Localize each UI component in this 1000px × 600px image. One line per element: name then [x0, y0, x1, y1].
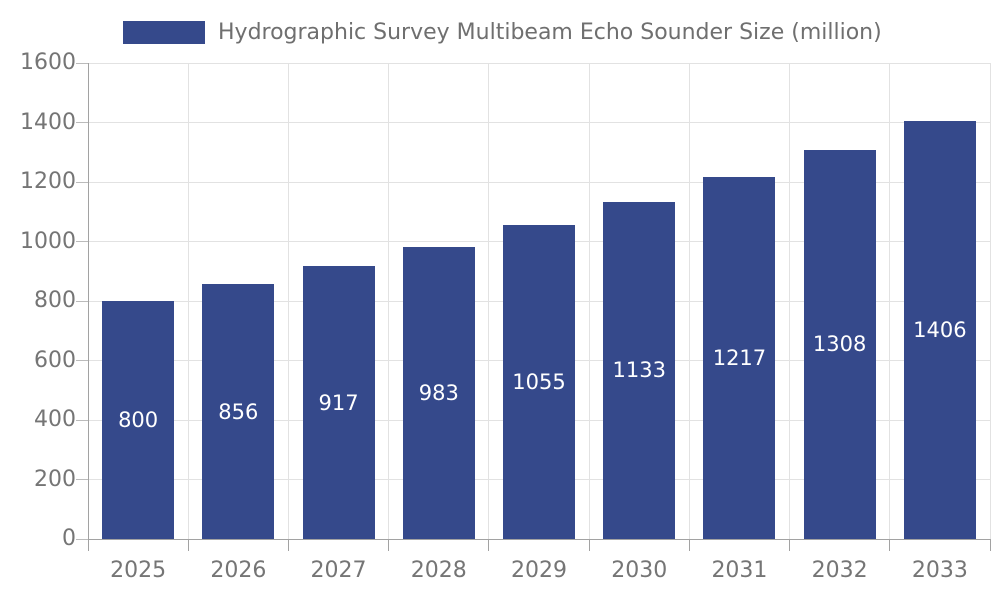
bar-value-label: 1133 — [612, 358, 666, 383]
gridline-horizontal — [88, 62, 990, 64]
x-axis-tick — [789, 539, 791, 551]
bar — [402, 246, 475, 539]
y-axis-tick-label: 600 — [34, 347, 76, 373]
y-axis-tick-label: 0 — [62, 526, 76, 551]
bar-value-label: 917 — [318, 390, 359, 415]
y-axis-tick-label: 400 — [34, 407, 76, 432]
bar-value-label: 1406 — [913, 317, 967, 342]
x-axis-line — [88, 538, 990, 540]
x-axis-tick — [688, 539, 690, 551]
x-axis-tick-label: 2032 — [811, 558, 868, 583]
gridline-vertical — [287, 63, 289, 539]
y-axis-tick-label: 1600 — [20, 50, 76, 75]
legend-label: Hydrographic Survey Multibeam Echo Sound… — [218, 20, 882, 45]
y-axis-tick — [76, 300, 88, 302]
x-axis-tick — [889, 539, 891, 551]
x-axis-tick — [187, 539, 189, 551]
x-axis-tick — [989, 539, 991, 551]
x-axis-tick-label: 2026 — [210, 558, 267, 583]
y-axis-tick-label: 1400 — [20, 109, 76, 135]
x-axis-tick-label: 2030 — [611, 558, 668, 583]
gridline-horizontal — [88, 122, 990, 123]
gridline-vertical — [588, 63, 590, 539]
x-axis-tick-label: 2033 — [911, 558, 968, 583]
gridline-vertical — [989, 63, 991, 539]
y-axis-tick — [76, 538, 88, 540]
x-axis-tick-label: 2027 — [310, 558, 367, 583]
bar-value-label: 856 — [218, 399, 259, 424]
gridline-vertical — [488, 63, 490, 539]
y-axis-tick-label: 1000 — [20, 228, 76, 254]
x-axis-tick — [588, 539, 590, 551]
gridline-vertical — [187, 63, 189, 539]
bar — [603, 201, 676, 539]
bar-value-label: 800 — [118, 408, 159, 432]
bar-value-label: 1308 — [812, 332, 867, 357]
x-axis-tick-label: 2031 — [711, 558, 768, 583]
x-axis-tick — [287, 539, 289, 551]
legend[interactable]: Hydrographic Survey Multibeam Echo Sound… — [123, 20, 882, 45]
legend-swatch — [123, 21, 205, 44]
bar — [803, 149, 876, 539]
y-axis-tick — [76, 181, 88, 183]
gridline-vertical — [889, 63, 891, 539]
gridline-vertical — [688, 63, 690, 539]
y-axis-line — [87, 63, 89, 539]
bar — [903, 120, 976, 539]
y-axis-tick — [76, 479, 88, 480]
bar — [202, 284, 275, 539]
gridline-horizontal — [88, 181, 990, 183]
bar — [703, 176, 776, 539]
y-axis-tick — [76, 241, 88, 242]
x-axis-tick — [388, 539, 390, 551]
bar-value-label: 1217 — [712, 345, 767, 370]
bar — [102, 301, 175, 539]
y-axis-tick-label: 1200 — [20, 169, 76, 194]
y-axis-tick — [76, 122, 88, 123]
bar — [503, 225, 575, 539]
x-axis-tick — [488, 539, 490, 551]
x-axis-tick — [87, 539, 89, 551]
y-axis-tick — [76, 419, 88, 421]
gridline-vertical — [789, 63, 791, 539]
x-axis-tick-label: 2028 — [410, 558, 467, 583]
bar — [302, 266, 375, 539]
bar-value-label: 983 — [418, 380, 459, 405]
y-axis-tick-label: 200 — [34, 466, 76, 492]
x-axis-tick-label: 2025 — [110, 558, 167, 583]
y-axis-tick-label: 800 — [34, 288, 76, 313]
x-axis-tick-label: 2029 — [510, 558, 567, 583]
gridline-vertical — [388, 63, 390, 539]
y-axis-tick — [76, 62, 88, 64]
y-axis-tick — [76, 360, 88, 361]
bar-value-label: 1055 — [512, 370, 566, 395]
